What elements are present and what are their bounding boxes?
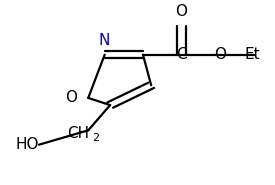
Text: 2: 2: [92, 132, 100, 142]
Text: Et: Et: [244, 47, 260, 62]
Text: C: C: [176, 47, 187, 62]
Text: HO: HO: [16, 137, 39, 152]
Text: CH: CH: [68, 126, 90, 141]
Text: O: O: [65, 90, 77, 105]
Text: O: O: [175, 4, 187, 19]
Text: N: N: [99, 33, 110, 48]
Text: O: O: [214, 47, 226, 62]
